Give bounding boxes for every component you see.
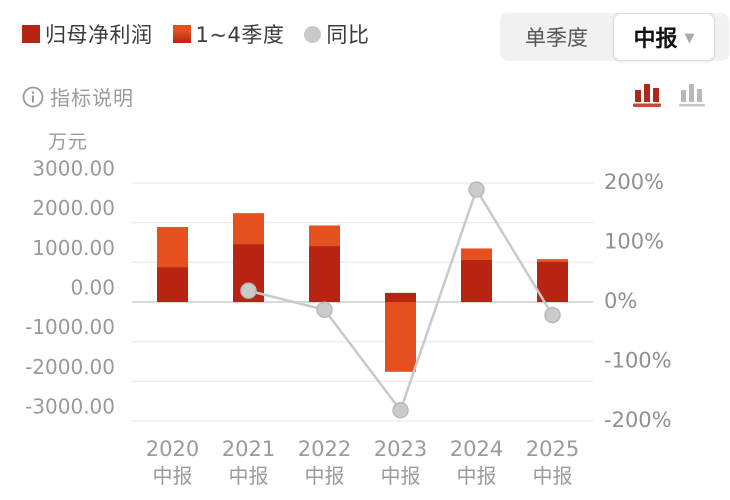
left-axis-tick-label: 2000.00 [32, 196, 115, 220]
x-axis-year-label: 2025 [526, 437, 579, 461]
period-dropdown-button[interactable]: 中报 ▼ [613, 13, 715, 61]
right-axis-tick-label: 200% [604, 170, 664, 194]
chevron-down-icon: ▼ [684, 30, 695, 46]
chart-legend: 归母净利润 1~4季度 同比 [22, 14, 389, 54]
indicator-label: 指标说明 [50, 86, 134, 110]
net-profit-swatch-icon [22, 25, 40, 43]
bar-segment-interim-2024[interactable] [461, 259, 492, 302]
bar-segment-fullyear-2021[interactable] [233, 213, 264, 245]
bar-segment-fullyear-2025[interactable] [537, 259, 568, 262]
quarters-swatch-icon [172, 25, 191, 43]
legend-item-quarters[interactable]: 1~4季度 [172, 19, 285, 49]
right-axis-tick-label: -100% [604, 349, 672, 373]
left-axis-tick-label: 0.00 [70, 276, 115, 300]
x-axis-period-label: 中报 [229, 464, 269, 488]
single-quarter-label: 单季度 [525, 26, 588, 50]
bar-segment-interim-2020[interactable] [157, 267, 188, 302]
legend-label-net-profit: 归母净利润 [45, 23, 153, 47]
x-axis-year-label: 2020 [146, 437, 199, 461]
single-quarter-button[interactable]: 单季度 [500, 13, 613, 61]
right-axis-tick-label: 0% [604, 289, 637, 313]
info-icon [22, 86, 44, 107]
x-axis-period-label: 中报 [457, 464, 497, 488]
bar-segment-interim-2025[interactable] [537, 261, 568, 302]
x-axis-period-label: 中报 [533, 464, 573, 488]
yoy-point-marker[interactable] [240, 282, 257, 299]
bar-segment-interim-2023[interactable] [385, 292, 416, 302]
indicator-help-link[interactable]: 指标说明 [22, 82, 134, 111]
grouped-bar-chart-icon-inactive[interactable] [678, 80, 706, 108]
bar-segment-interim-2022[interactable] [309, 246, 340, 302]
period-segmented-control: 单季度 中报 ▼ [500, 13, 729, 61]
bar-segment-fullyear-2023[interactable] [385, 302, 416, 372]
right-axis-tick-label: 100% [604, 230, 664, 254]
yoy-point-marker[interactable] [316, 301, 333, 318]
bar-segment-fullyear-2024[interactable] [461, 248, 492, 260]
x-axis-year-label: 2024 [450, 437, 503, 461]
yoy-point-marker[interactable] [544, 306, 561, 324]
yoy-swatch-icon [304, 25, 322, 43]
selected-period-label: 中报 [633, 27, 678, 52]
right-axis-tick-label: -200% [604, 408, 672, 432]
x-axis-year-label: 2021 [222, 437, 275, 461]
left-axis-tick-label: -1000.00 [25, 315, 115, 339]
x-axis-year-label: 2023 [374, 437, 427, 461]
x-axis-period-label: 中报 [305, 464, 345, 488]
stacked-bar-chart-icon-active[interactable] [632, 80, 662, 108]
left-axis-tick-label: -3000.00 [25, 395, 115, 419]
x-axis-year-label: 2022 [298, 437, 351, 461]
left-axis-tick-label: 1000.00 [32, 236, 115, 260]
x-axis-period-label: 中报 [153, 464, 193, 488]
left-axis-tick-label: -2000.00 [25, 355, 115, 379]
chart-type-toggle [632, 80, 706, 108]
legend-label-quarters: 1~4季度 [195, 23, 285, 47]
bar-segment-fullyear-2020[interactable] [157, 227, 188, 268]
legend-item-yoy[interactable]: 同比 [304, 19, 369, 49]
yoy-point-marker[interactable] [468, 181, 485, 198]
left-axis-tick-label: 3000.00 [32, 157, 115, 181]
bar-segment-fullyear-2022[interactable] [309, 225, 340, 247]
yoy-point-marker[interactable] [392, 402, 409, 419]
x-axis-period-label: 中报 [381, 464, 421, 488]
legend-item-net-profit[interactable]: 归母净利润 [22, 19, 153, 49]
legend-label-yoy: 同比 [326, 23, 370, 47]
y-axis-unit-label: 万元 [48, 131, 89, 153]
